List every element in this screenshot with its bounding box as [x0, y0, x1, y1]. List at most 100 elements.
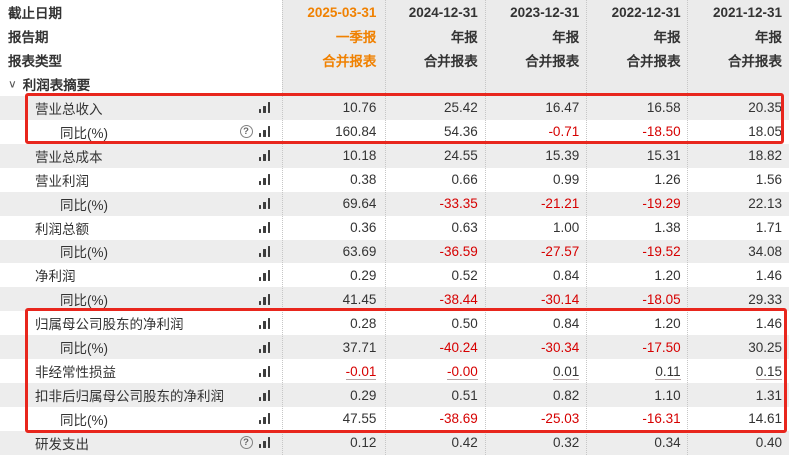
bar-chart-icon[interactable] — [258, 150, 270, 162]
value-cell[interactable]: 0.01 — [485, 363, 586, 380]
value-cell: 1.10 — [586, 388, 687, 403]
value-text: -19.29 — [642, 196, 681, 212]
value-text: 1.46 — [755, 267, 783, 283]
value-text: 37.71 — [342, 339, 377, 355]
chevron-down-icon[interactable]: ∨ — [8, 77, 17, 91]
value-cell: 1.20 — [586, 268, 687, 283]
value-cell: -16.31 — [586, 411, 687, 426]
value-cell: -36.59 — [383, 244, 484, 259]
value-text: -17.50 — [642, 339, 681, 355]
value-text: 1.38 — [654, 220, 681, 236]
table-row: 营业利润 0.38 0.66 0.99 1.26 1.56 — [0, 168, 789, 192]
value-cell: 37.71 — [282, 340, 383, 355]
value-cell: 0.82 — [485, 388, 586, 403]
section-header-row[interactable]: ∨ 利润表摘要 — [0, 72, 789, 96]
value-text: -30.34 — [540, 339, 580, 355]
help-icon[interactable]: ? — [239, 436, 253, 450]
annotation-box-revenue — [25, 93, 784, 144]
row-label-cell: 研发支出? — [0, 431, 282, 455]
value-cell: 54.36 — [383, 124, 484, 139]
bar-chart-icon[interactable] — [258, 389, 270, 401]
bar-chart-icon[interactable] — [258, 365, 270, 377]
bar-chart-icon[interactable] — [258, 437, 270, 449]
row-icons — [258, 383, 270, 407]
header-row-label: 报告期 — [0, 24, 282, 48]
bar-chart-icon[interactable] — [258, 126, 270, 138]
help-icon[interactable]: ? — [239, 125, 253, 139]
value-text: 24.55 — [444, 148, 478, 164]
value-cell: 0.52 — [383, 268, 484, 283]
value-cell: 0.29 — [282, 388, 383, 403]
table-row: 利润总额 0.36 0.63 1.00 1.38 1.71 — [0, 216, 789, 240]
value-text: 160.84 — [335, 124, 377, 140]
value-text: -38.69 — [439, 411, 478, 427]
value-cell: -18.05 — [586, 292, 687, 307]
value-cell[interactable]: -0.01 — [282, 363, 383, 380]
value-cell: 1.20 — [586, 316, 687, 331]
value-text: 18.82 — [748, 148, 783, 164]
column-separator — [586, 0, 587, 455]
value-text: 47.55 — [342, 411, 377, 427]
value-cell: -27.57 — [485, 244, 586, 259]
row-icons — [258, 407, 270, 431]
header-value-cell: 合并报表 — [423, 54, 478, 69]
value-text: 0.63 — [451, 220, 478, 236]
value-text: -36.59 — [439, 243, 478, 259]
value-cell: 1.31 — [688, 388, 789, 403]
table-row: 同比(%) 69.64 -33.35 -21.21 -19.29 22.13 — [0, 191, 789, 216]
value-cell: 69.64 — [282, 196, 383, 211]
value-cell: 0.84 — [485, 316, 586, 331]
row-label: 营业总收入 — [35, 101, 103, 117]
value-cell[interactable]: 0.15 — [688, 363, 789, 380]
bar-chart-icon[interactable] — [258, 341, 270, 353]
value-text: 0.29 — [350, 387, 377, 403]
value-cell: -38.44 — [383, 292, 484, 307]
value-text: -0.01 — [345, 363, 377, 380]
bar-chart-icon[interactable] — [258, 174, 270, 186]
header-value-cell: 2024-12-31 — [408, 4, 478, 20]
bar-chart-icon[interactable] — [258, 245, 270, 257]
row-label: 归属母公司股东的净利润 — [35, 317, 184, 333]
value-cell: -19.52 — [586, 244, 687, 259]
bar-chart-icon[interactable] — [258, 198, 270, 210]
value-cell: 0.50 — [383, 316, 484, 331]
value-cell[interactable]: -0.00 — [383, 363, 484, 380]
value-text: 34.08 — [748, 243, 783, 259]
value-cell[interactable]: 0.11 — [586, 363, 687, 380]
row-icons — [258, 144, 270, 168]
value-text: 1.56 — [755, 172, 783, 188]
value-text: 16.47 — [545, 100, 580, 116]
value-text: 0.82 — [552, 387, 580, 403]
value-text: 63.69 — [342, 243, 377, 259]
value-cell: 63.69 — [282, 244, 383, 259]
bar-chart-icon[interactable] — [258, 269, 270, 281]
table-row: 同比(%)? 160.84 54.36 -0.71 -18.50 18.05 — [0, 120, 789, 144]
value-cell: 1.26 — [586, 172, 687, 187]
header-label: 报表类型 — [8, 54, 62, 69]
table-row: 同比(%) 47.55 -38.69 -25.03 -16.31 14.61 — [0, 407, 789, 431]
value-text: 0.36 — [350, 220, 377, 236]
bar-chart-icon[interactable] — [258, 222, 270, 234]
header-value-cell: 年报 — [450, 30, 478, 45]
value-text: 0.28 — [350, 315, 377, 331]
value-cell: 41.45 — [282, 292, 383, 307]
value-cell: 15.39 — [485, 148, 586, 163]
value-text: -21.21 — [540, 196, 580, 212]
row-label: 扣非后归属母公司股东的净利润 — [35, 389, 224, 405]
value-text: -30.14 — [540, 291, 580, 307]
value-cell: 25.42 — [383, 100, 484, 115]
row-label-cell: 营业利润 — [0, 168, 282, 192]
row-label: 非经常性损益 — [35, 365, 116, 381]
table-row: 研发支出? 0.12 0.42 0.32 0.34 0.40 — [0, 430, 789, 455]
row-icons — [258, 96, 270, 120]
value-text: 1.20 — [654, 315, 681, 331]
column-separator — [687, 0, 688, 455]
bar-chart-icon[interactable] — [258, 413, 270, 425]
bar-chart-icon[interactable] — [258, 293, 270, 305]
value-cell: -33.35 — [383, 196, 484, 211]
bar-chart-icon[interactable] — [258, 102, 270, 114]
row-label: 同比(%) — [60, 245, 108, 261]
table-row: 净利润 0.29 0.52 0.84 1.20 1.46 — [0, 263, 789, 287]
value-text: 0.38 — [350, 172, 377, 188]
bar-chart-icon[interactable] — [258, 317, 270, 329]
